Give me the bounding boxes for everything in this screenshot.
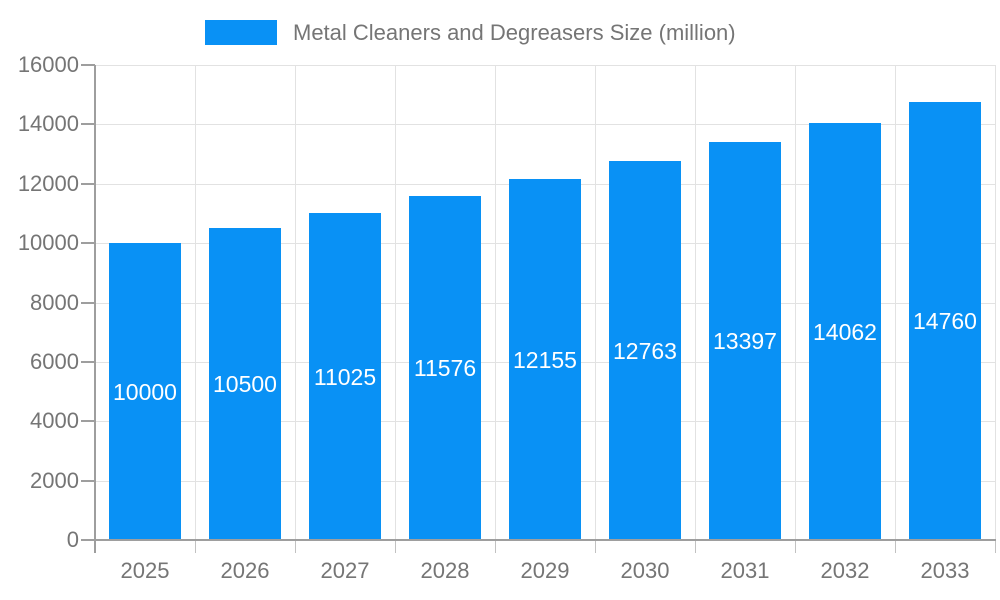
y-tick-label: 8000	[30, 290, 79, 315]
bar	[609, 161, 681, 540]
bar-value-label: 12155	[513, 347, 577, 373]
y-tick-label: 6000	[30, 349, 79, 374]
legend-swatch	[205, 20, 277, 45]
x-tick-label: 2031	[720, 558, 770, 583]
y-axis-tick	[81, 183, 95, 185]
bar-value-label: 13397	[713, 328, 777, 354]
x-axis-tick	[395, 540, 396, 553]
v-gridline	[695, 65, 696, 540]
x-axis-tick	[895, 540, 896, 553]
x-axis-tick	[495, 540, 496, 553]
bar	[309, 213, 381, 540]
bar-value-label: 11025	[313, 364, 377, 390]
v-gridline	[595, 65, 596, 540]
y-tick-label: 12000	[17, 171, 79, 196]
y-tick-label: 14000	[17, 111, 79, 136]
bar	[809, 123, 881, 540]
y-axis-tick	[81, 123, 95, 125]
bar	[209, 228, 281, 540]
y-axis-line	[94, 65, 96, 553]
y-axis-tick	[81, 420, 95, 422]
x-tick-label: 2025	[120, 558, 170, 583]
bar-value-label: 14062	[813, 319, 877, 345]
v-gridline	[395, 65, 396, 540]
y-tick-label: 2000	[30, 468, 79, 493]
v-gridline	[795, 65, 796, 540]
v-gridline	[495, 65, 496, 540]
v-gridline	[895, 65, 896, 540]
v-gridline	[995, 65, 996, 540]
y-axis-tick	[81, 539, 95, 541]
y-tick-label: 4000	[30, 408, 79, 433]
legend-label: Metal Cleaners and Degreasers Size (mill…	[293, 19, 736, 45]
y-tick-label: 16000	[17, 52, 79, 77]
bar-value-label: 11576	[413, 355, 477, 381]
bar-value-label: 10000	[113, 379, 177, 405]
bar-value-label: 10500	[213, 371, 277, 397]
x-axis-tick	[695, 540, 696, 553]
x-axis-tick	[595, 540, 596, 553]
x-tick-label: 2026	[220, 558, 270, 583]
bar	[709, 142, 781, 540]
h-gridline	[95, 65, 995, 66]
bar-value-label: 12763	[613, 338, 677, 364]
y-axis-tick	[81, 302, 95, 304]
x-tick-label: 2032	[820, 558, 870, 583]
h-gridline	[95, 124, 995, 125]
bar-value-label: 14760	[913, 308, 977, 334]
bar	[509, 179, 581, 540]
bar	[109, 243, 181, 540]
y-axis-tick	[81, 242, 95, 244]
legend: Metal Cleaners and Degreasers Size (mill…	[205, 20, 736, 45]
y-tick-label: 10000	[17, 230, 79, 255]
x-axis-tick	[295, 540, 296, 553]
y-axis-tick	[81, 480, 95, 482]
x-tick-label: 2028	[420, 558, 470, 583]
x-tick-label: 2033	[920, 558, 970, 583]
x-tick-label: 2027	[320, 558, 370, 583]
x-axis-line	[94, 539, 996, 541]
x-tick-label: 2030	[620, 558, 670, 583]
y-tick-label: 0	[66, 527, 79, 552]
bar	[909, 102, 981, 540]
v-gridline	[295, 65, 296, 540]
x-tick-label: 2029	[520, 558, 570, 583]
y-axis-tick	[81, 64, 95, 66]
x-axis-tick	[795, 540, 796, 553]
v-gridline	[195, 65, 196, 540]
y-axis-tick	[81, 361, 95, 363]
x-axis-tick	[995, 540, 996, 553]
x-axis-tick	[195, 540, 196, 553]
bar	[409, 196, 481, 540]
